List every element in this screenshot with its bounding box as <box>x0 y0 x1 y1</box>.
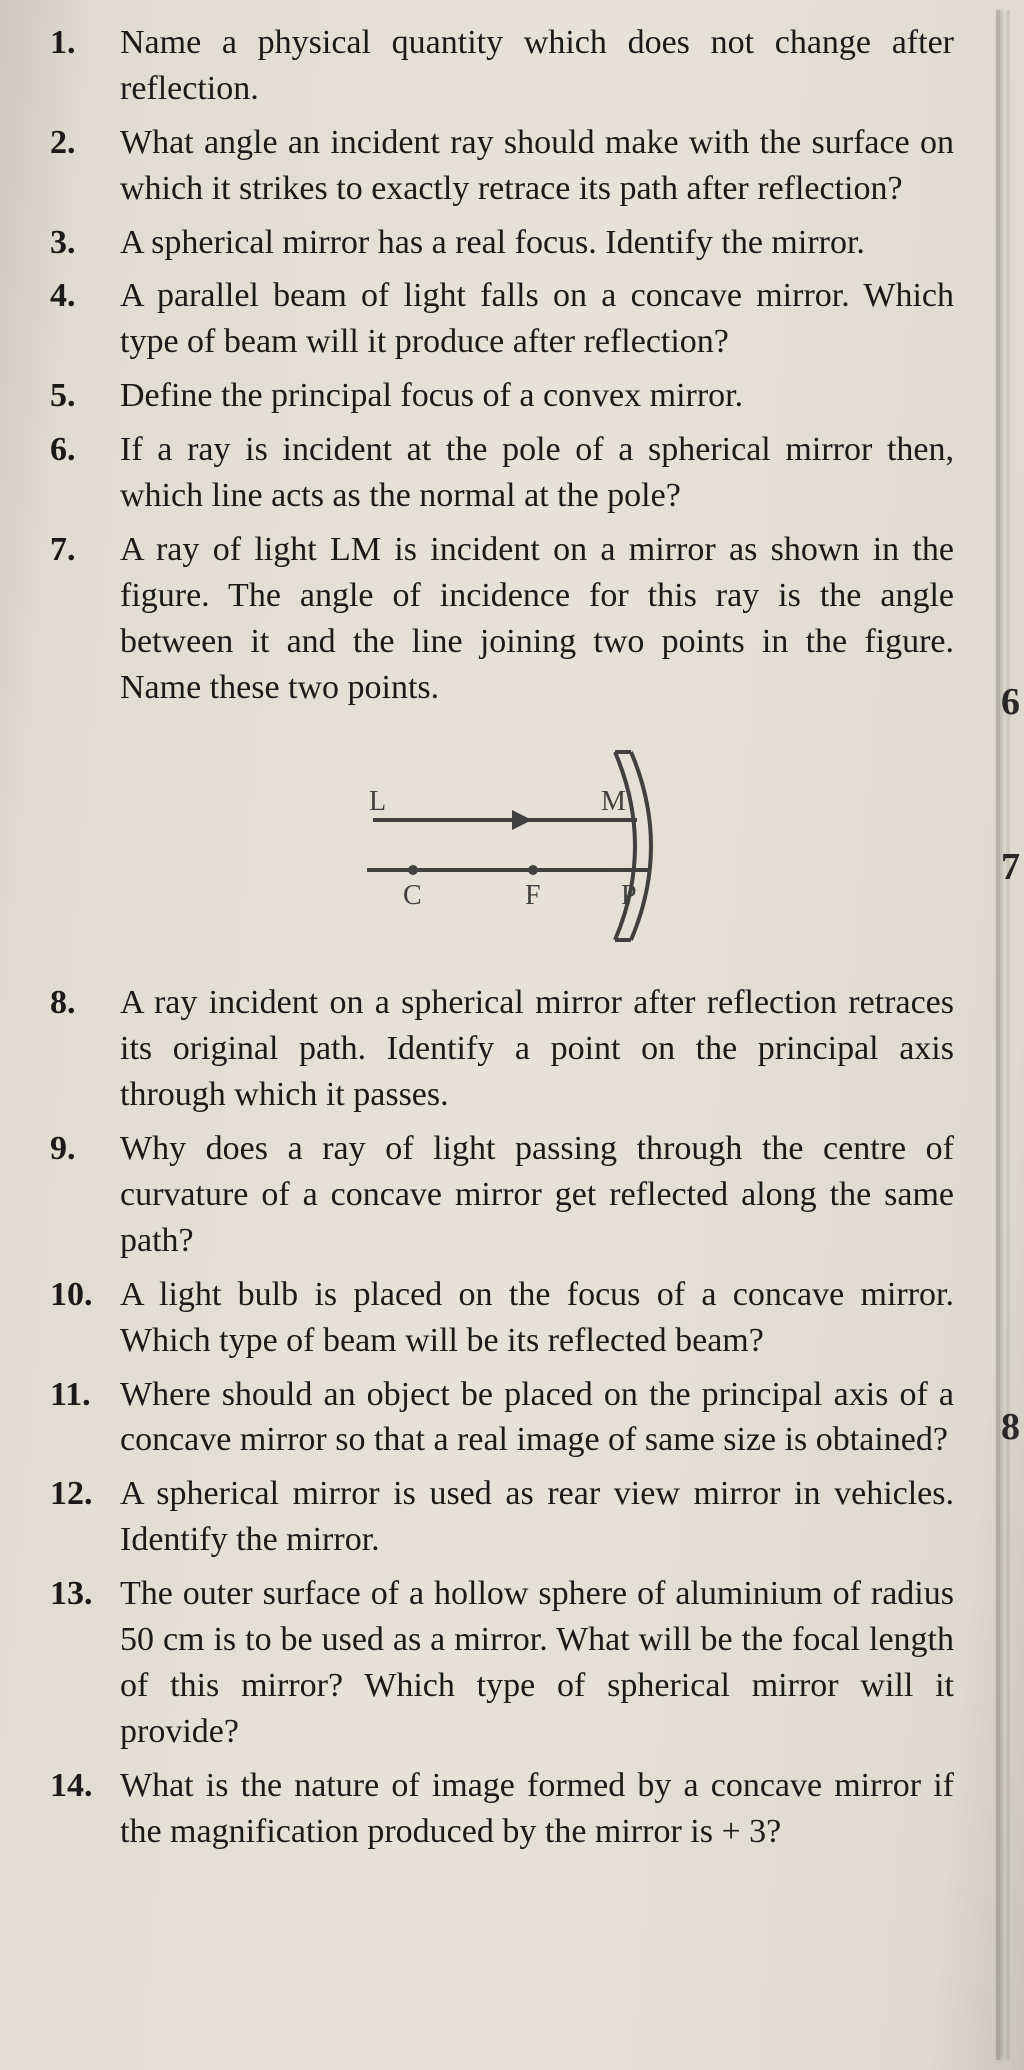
mirror-front-arc <box>615 752 635 940</box>
question-text: Why does a ray of light passing through … <box>120 1126 994 1264</box>
ray-arrowhead-icon <box>512 810 532 830</box>
question-item: 12.A spherical mirror is used as rear vi… <box>20 1471 994 1563</box>
question-item: 8.A ray incident on a spherical mirror a… <box>20 980 994 1118</box>
question-text: A parallel beam of light falls on a conc… <box>120 273 994 365</box>
ray-diagram-figure: L M C F P <box>20 730 994 950</box>
point-f-dot <box>528 865 538 875</box>
question-item: 10.A light bulb is placed on the focus o… <box>20 1272 994 1364</box>
question-number: 11. <box>20 1372 120 1418</box>
edge-margin-digit: 7 <box>1001 845 1020 889</box>
question-item: 3.A spherical mirror has a real focus. I… <box>20 220 994 266</box>
question-text: What is the nature of image formed by a … <box>120 1763 994 1855</box>
question-text: A spherical mirror is used as rear view … <box>120 1471 994 1563</box>
question-text: A ray of light LM is incident on a mirro… <box>120 527 994 711</box>
question-number: 5. <box>20 373 120 419</box>
question-text: A spherical mirror has a real focus. Ide… <box>120 220 994 266</box>
question-item: 7.A ray of light LM is incident on a mir… <box>20 527 994 711</box>
question-text: A light bulb is placed on the focus of a… <box>120 1272 994 1364</box>
label-p: P <box>621 880 637 911</box>
question-item: 9.Why does a ray of light passing throug… <box>20 1126 994 1264</box>
label-m: M <box>601 786 626 817</box>
label-c: C <box>403 880 422 911</box>
question-text: Where should an object be placed on the … <box>120 1372 994 1464</box>
question-number: 6. <box>20 427 120 473</box>
question-item: 4.A parallel beam of light falls on a co… <box>20 273 994 365</box>
question-item: 1.Name a physical quantity which does no… <box>20 20 994 112</box>
question-item: 14.What is the nature of image formed by… <box>20 1763 994 1855</box>
question-number: 12. <box>20 1471 120 1517</box>
question-text: What angle an incident ray should make w… <box>120 120 994 212</box>
question-number: 7. <box>20 527 120 573</box>
point-c-dot <box>408 865 418 875</box>
question-text: Define the principal focus of a convex m… <box>120 373 994 419</box>
question-text: Name a physical quantity which does not … <box>120 20 994 112</box>
question-text: A ray incident on a spherical mirror aft… <box>120 980 994 1118</box>
question-list: 1.Name a physical quantity which does no… <box>20 20 994 1855</box>
question-text: The outer surface of a hollow sphere of … <box>120 1571 994 1755</box>
question-item: 13.The outer surface of a hollow sphere … <box>20 1571 994 1755</box>
question-number: 1. <box>20 20 120 66</box>
question-number: 13. <box>20 1571 120 1617</box>
label-f: F <box>525 880 541 911</box>
question-item: 5.Define the principal focus of a convex… <box>20 373 994 419</box>
question-number: 14. <box>20 1763 120 1809</box>
question-item: 2.What angle an incident ray should make… <box>20 120 994 212</box>
question-number: 3. <box>20 220 120 266</box>
question-number: 8. <box>20 980 120 1026</box>
question-number: 10. <box>20 1272 120 1318</box>
question-number: 9. <box>20 1126 120 1172</box>
page: 1.Name a physical quantity which does no… <box>0 0 1024 2070</box>
concave-mirror-diagram: L M C F P <box>297 730 717 950</box>
question-number: 2. <box>20 120 120 166</box>
question-item: 11.Where should an object be placed on t… <box>20 1372 994 1464</box>
question-item: 6.If a ray is incident at the pole of a … <box>20 427 994 519</box>
label-l: L <box>369 786 386 817</box>
edge-margin-digit: 6 <box>1001 680 1020 724</box>
edge-margin-digit: 8 <box>1001 1405 1020 1449</box>
question-number: 4. <box>20 273 120 319</box>
question-text: If a ray is incident at the pole of a sp… <box>120 427 994 519</box>
